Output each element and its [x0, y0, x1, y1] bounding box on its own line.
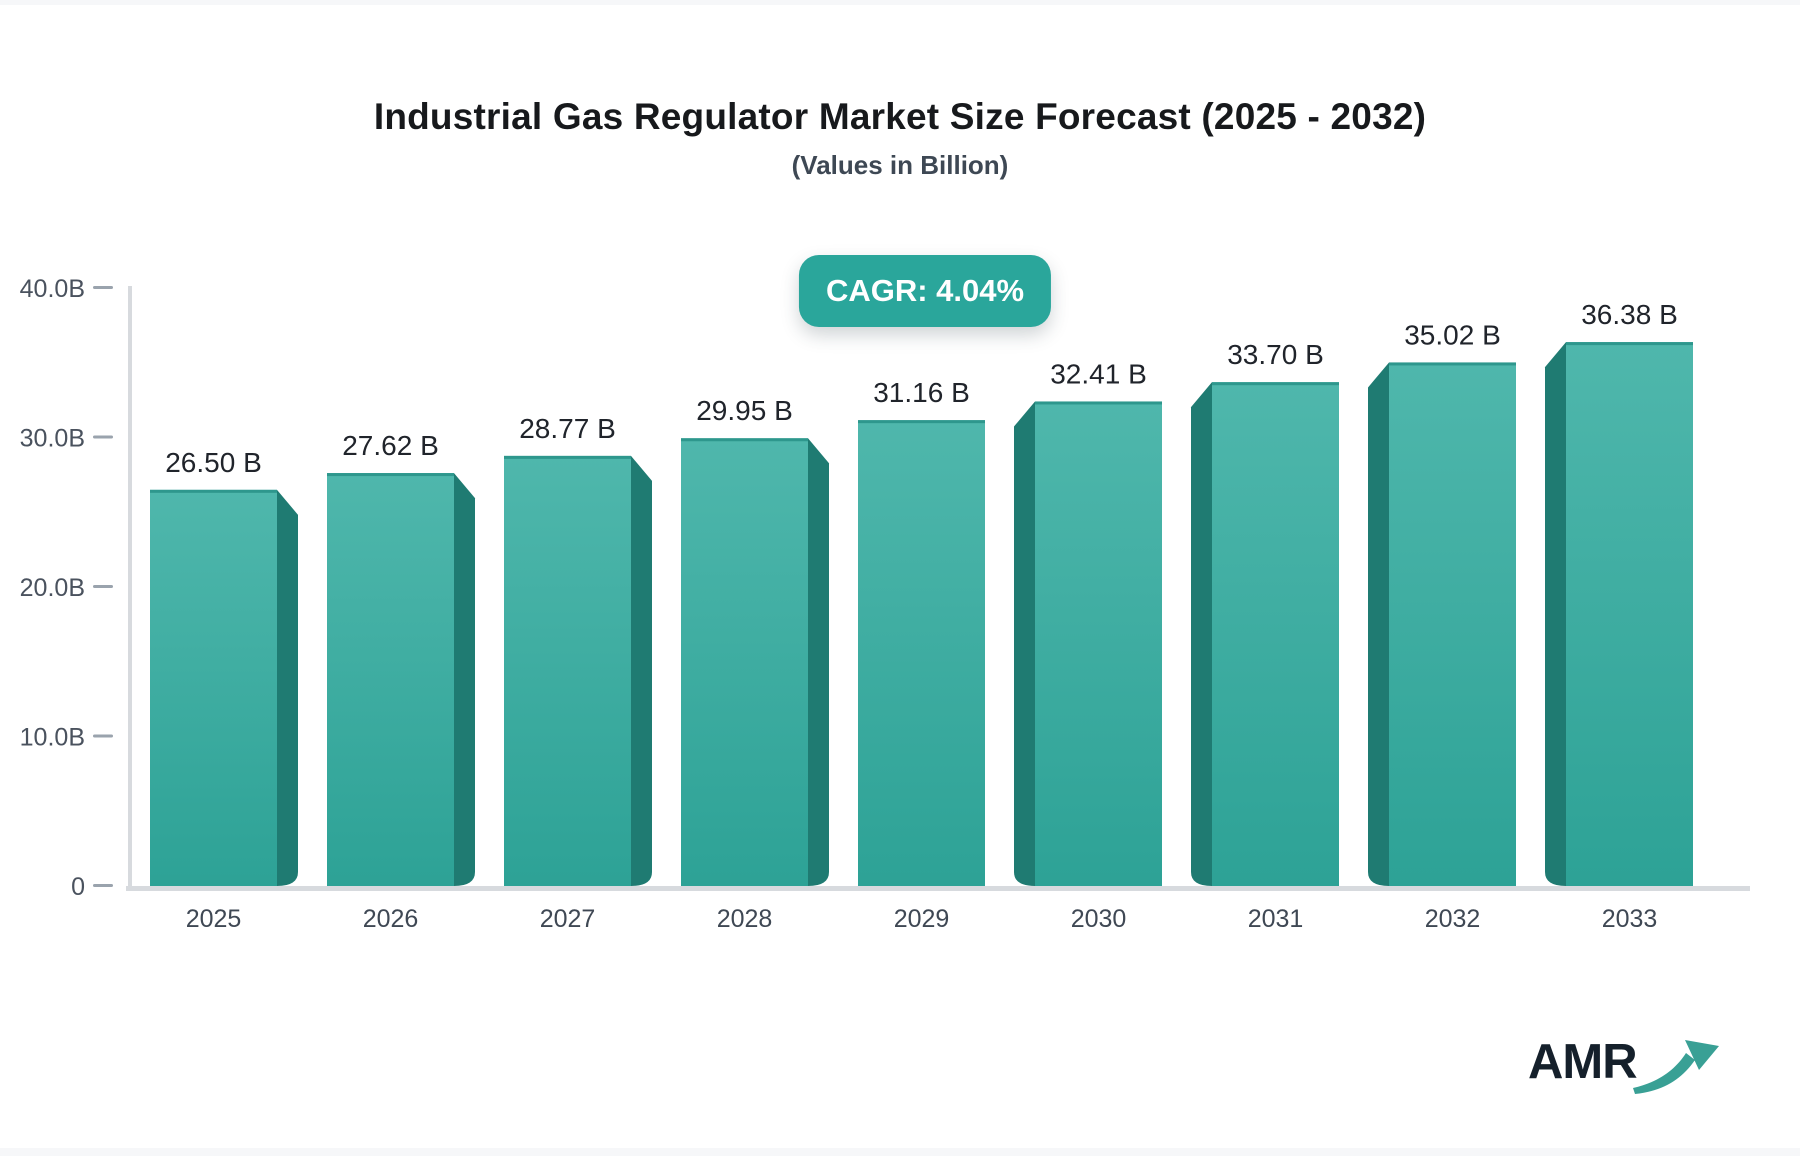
bar-front-face	[681, 438, 808, 886]
x-axis: 2025 2026 2027 2028 2029 2030 2031 2032 2033	[186, 905, 1658, 933]
chart-title: Industrial Gas Regulator Market Size For…	[373, 96, 1427, 137]
bar-side-face	[277, 489, 298, 886]
bar-side-face	[1368, 362, 1389, 886]
bar-side-face	[808, 438, 829, 886]
bar-top-edge	[504, 455, 631, 459]
bar-2025[interactable]: 26.50 B	[150, 447, 298, 886]
bars: 26.50 B 27.62 B 28.77 B 29.95 B 31.16 B 32.41…	[150, 299, 1693, 886]
bar-2029[interactable]: 31.16 B	[858, 377, 985, 886]
bar-front-face	[858, 420, 985, 886]
bar-front-face	[1035, 401, 1162, 886]
x-axis-label: 2025	[186, 905, 242, 933]
bar-top-edge	[1212, 382, 1339, 386]
y-axis-tick	[93, 585, 113, 588]
bar-2032[interactable]: 35.02 B	[1368, 319, 1516, 886]
y-axis: 40.0B 30.0B 20.0B 10.0B 0	[20, 275, 113, 901]
bar-value-label: 29.95 B	[696, 395, 793, 426]
bar-value-label: 36.38 B	[1581, 299, 1678, 330]
bar-top-edge	[858, 420, 985, 424]
y-axis-label: 40.0B	[20, 275, 85, 303]
bar-top-edge	[1035, 401, 1162, 405]
bar-value-label: 26.50 B	[165, 447, 262, 478]
bar-side-face	[454, 473, 475, 886]
bar-front-face	[1212, 382, 1339, 886]
x-axis-label: 2029	[894, 905, 950, 933]
bar-2030[interactable]: 32.41 B	[1014, 358, 1162, 886]
bar-value-label: 32.41 B	[1050, 358, 1147, 389]
bar-top-edge	[150, 489, 277, 493]
x-axis-label: 2032	[1425, 905, 1481, 933]
x-axis-label: 2033	[1602, 905, 1658, 933]
bar-value-label: 27.62 B	[342, 430, 439, 461]
bar-value-label: 35.02 B	[1404, 319, 1501, 350]
y-axis-tick	[93, 286, 113, 289]
bar-2026[interactable]: 27.62 B	[327, 430, 475, 886]
x-axis-label: 2031	[1248, 905, 1304, 933]
y-axis-label: 20.0B	[20, 574, 85, 602]
y-axis-label: 30.0B	[20, 425, 85, 453]
y-axis-label: 10.0B	[20, 724, 85, 752]
x-axis-label: 2027	[540, 905, 596, 933]
amr-logo-text: AMR	[1528, 1035, 1638, 1089]
bar-front-face	[1389, 362, 1516, 886]
y-axis-tick	[93, 435, 113, 439]
bar-value-label: 28.77 B	[519, 413, 616, 444]
x-axis-line	[126, 886, 1750, 891]
cagr-badge: CAGR: 4.04%	[798, 255, 1052, 327]
bar-side-face	[1191, 382, 1212, 886]
bar-2028[interactable]: 29.95 B	[681, 395, 829, 886]
y-axis-line	[128, 286, 132, 888]
bar-2027[interactable]: 28.77 B	[504, 413, 652, 886]
y-axis-tick	[93, 734, 113, 738]
amr-logo: AMR	[1528, 1035, 1721, 1102]
bar-side-face	[1545, 342, 1566, 886]
bar-side-face	[631, 455, 652, 886]
y-axis-label: 0	[71, 873, 85, 901]
bar-top-edge	[327, 473, 454, 477]
bar-2031[interactable]: 33.70 B	[1191, 339, 1339, 886]
x-axis-label: 2026	[363, 905, 419, 933]
bar-value-label: 33.70 B	[1227, 339, 1324, 370]
bar-side-face	[1014, 401, 1035, 886]
bar-front-face	[504, 455, 631, 886]
x-axis-label: 2028	[717, 905, 773, 933]
growth-arrow-icon	[1632, 1040, 1719, 1094]
chart-subtitle: (Values in Billion)	[791, 150, 1009, 180]
cagr-badge-label: CAGR: 4.04%	[825, 273, 1025, 308]
bar-value-label: 31.16 B	[873, 377, 970, 408]
y-axis-tick	[93, 884, 113, 887]
bar-top-edge	[1389, 362, 1516, 366]
x-axis-label: 2030	[1071, 905, 1127, 933]
bar-2033[interactable]: 36.38 B	[1545, 299, 1693, 886]
bar-top-edge	[681, 438, 808, 442]
bar-front-face	[150, 489, 277, 886]
bar-front-face	[1566, 342, 1693, 886]
bar-top-edge	[1566, 342, 1693, 346]
bar-front-face	[327, 473, 454, 886]
